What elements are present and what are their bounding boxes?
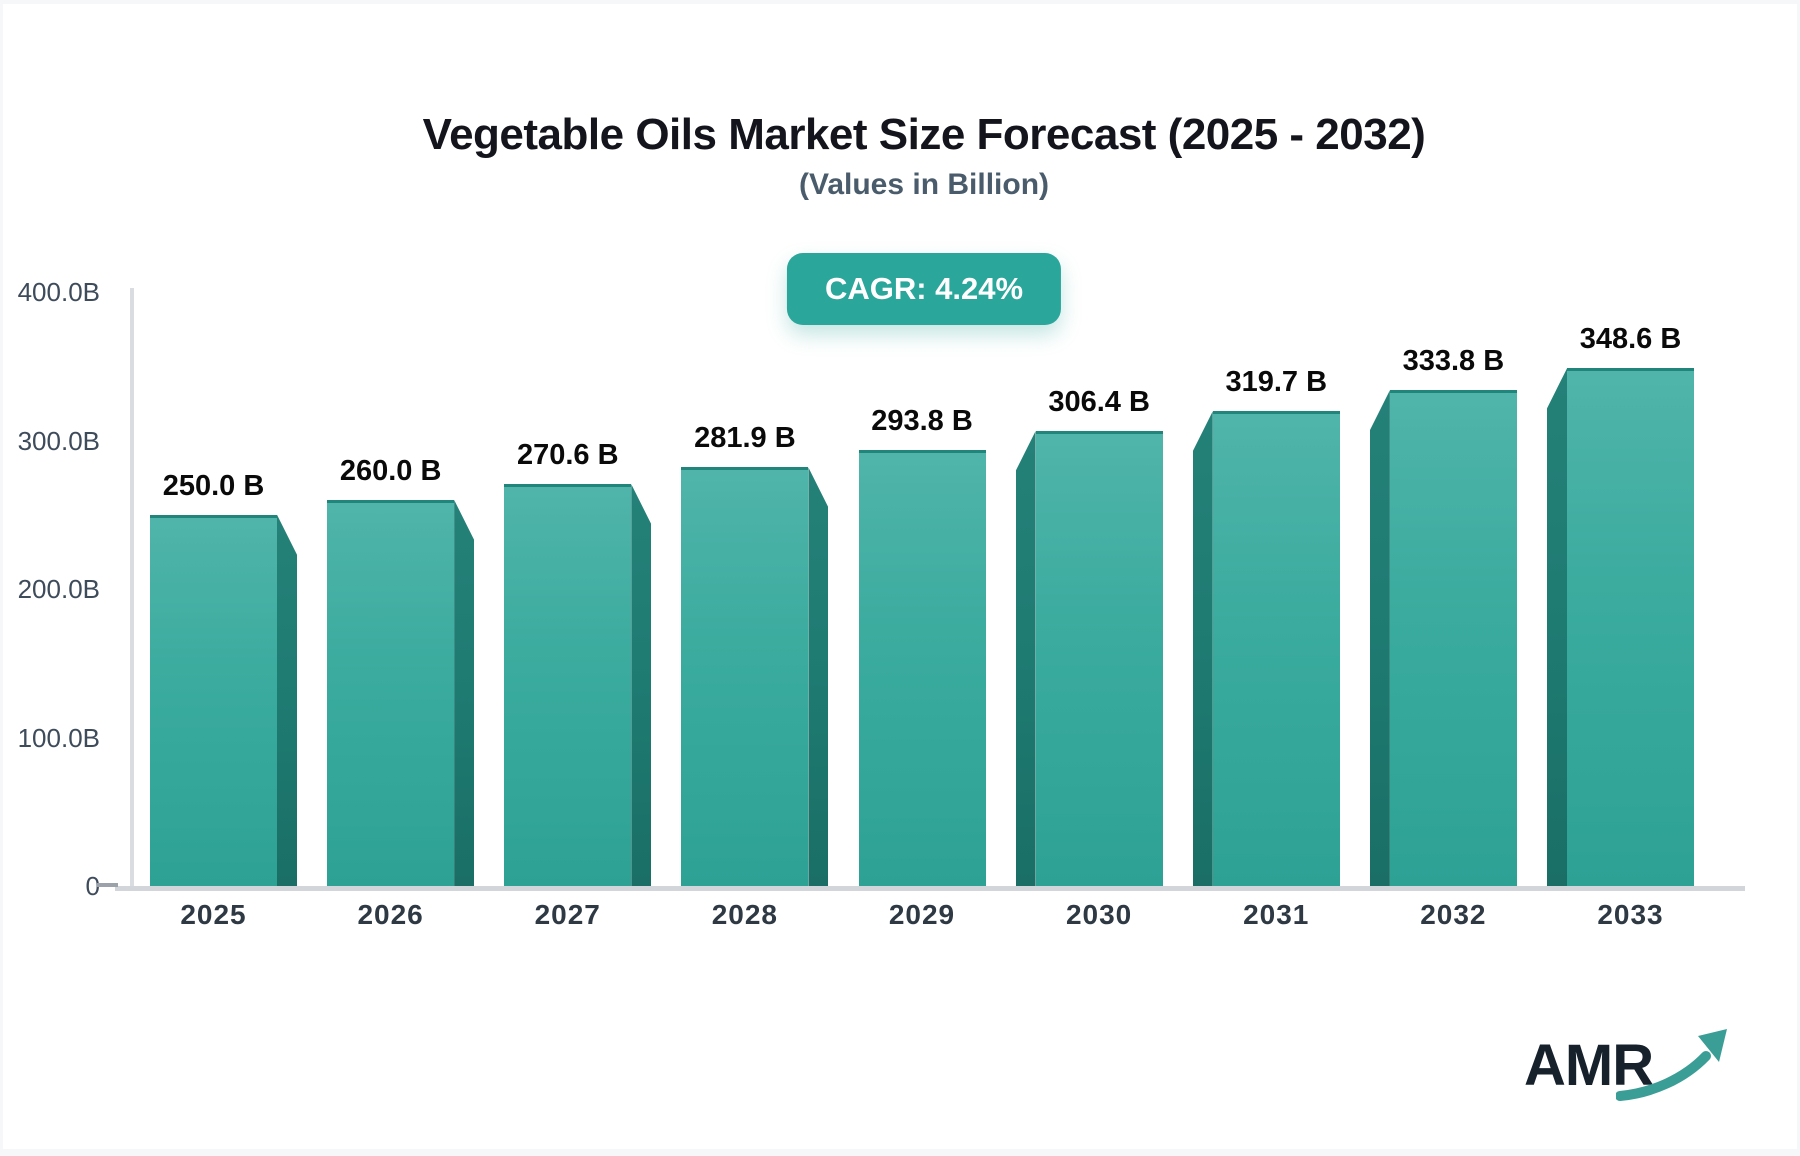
bar-2031 xyxy=(1212,411,1340,886)
x-axis-label-2028: 2028 xyxy=(711,899,779,930)
y-axis-tick-label: 200.0B xyxy=(17,574,100,604)
bar-2029 xyxy=(858,449,986,886)
y-axis-line xyxy=(130,288,134,886)
x-axis-label-2031: 2031 xyxy=(1243,899,1310,930)
bar-2031-side-face xyxy=(1192,411,1213,886)
bar-2030 xyxy=(1035,430,1163,886)
bar-2026-side-face xyxy=(454,499,475,886)
x-axis-label-2029: 2029 xyxy=(888,899,956,930)
x-axis-label-2032: 2032 xyxy=(1420,899,1487,930)
amr-logo: AMR xyxy=(1524,1026,1727,1106)
bar-value-label-2029: 293.8 B xyxy=(871,404,973,437)
chart-title: Vegetable Oils Market Size Forecast (202… xyxy=(422,110,1426,159)
bar-2032 xyxy=(1389,390,1517,886)
bar-2028-side-face xyxy=(808,467,829,886)
x-axis-label-2025: 2025 xyxy=(180,899,247,930)
x-axis-label-2027: 2027 xyxy=(534,899,601,930)
bar-value-label-2026: 260.0 B xyxy=(339,454,442,487)
bar-2027 xyxy=(504,484,632,886)
x-axis-label-2030: 2030 xyxy=(1065,899,1133,930)
bar-2025 xyxy=(150,514,277,886)
x-axis-label-2026: 2026 xyxy=(357,899,424,930)
bar-2028 xyxy=(681,467,809,886)
bar-2033-side-face xyxy=(1547,368,1567,886)
bar-value-label-2032: 333.8 B xyxy=(1402,345,1505,378)
bar-value-label-2027: 270.6 B xyxy=(516,439,619,472)
y-axis-tick-label: 0 xyxy=(85,871,100,901)
cagr-badge: CAGR: 4.24% xyxy=(786,253,1062,325)
bar-value-label-2025: 250.0 B xyxy=(162,469,265,502)
bar-2032-side-face xyxy=(1369,390,1390,886)
x-axis-line xyxy=(115,886,1745,891)
bar-value-label-2033: 348.6 B xyxy=(1579,323,1682,356)
y-axis-tick-label: 400.0B xyxy=(17,277,100,307)
chart-subtitle: (Values in Billion) xyxy=(798,168,1050,201)
y-axis-zero-tick xyxy=(97,883,118,887)
bar-2027-side-face xyxy=(631,484,652,886)
y-axis-tick-label: 300.0B xyxy=(17,425,100,456)
bar-2025-side-face xyxy=(277,514,297,886)
bar-value-label-2030: 306.4 B xyxy=(1048,385,1150,418)
y-axis-tick-label: 100.0B xyxy=(17,722,100,753)
bar-2026 xyxy=(327,499,455,886)
growth-arrow-icon xyxy=(1616,1029,1727,1101)
bar-value-label-2028: 281.9 B xyxy=(694,422,796,455)
bar-2033 xyxy=(1567,368,1694,886)
bar-2030-side-face xyxy=(1015,430,1036,886)
x-axis-label-2033: 2033 xyxy=(1597,899,1664,930)
bar-value-label-2031: 319.7 B xyxy=(1225,366,1328,399)
amr-logo-text: AMR xyxy=(1524,1033,1654,1098)
